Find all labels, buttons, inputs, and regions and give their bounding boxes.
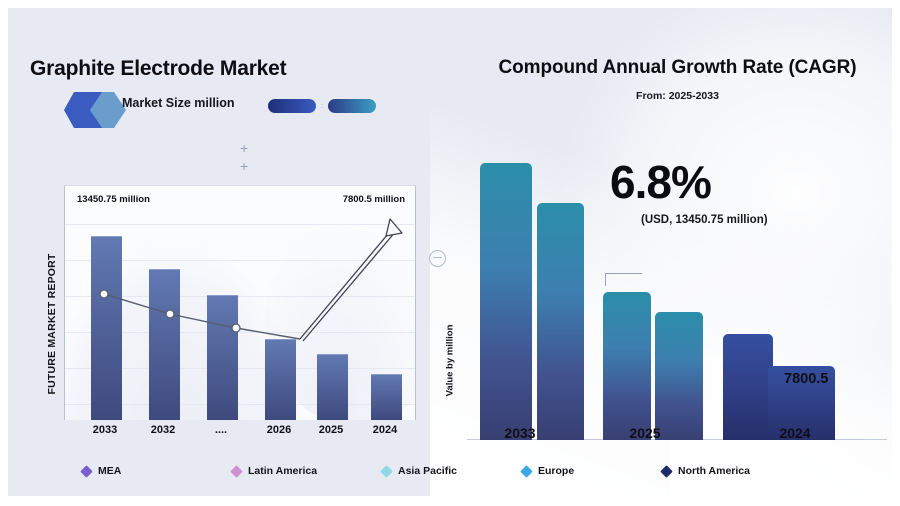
gridline bbox=[65, 260, 415, 261]
y-axis-right-label: Value by million bbox=[444, 324, 456, 397]
circle-minus-icon[interactable] bbox=[429, 250, 446, 267]
gridline bbox=[65, 404, 415, 405]
market-size-caption: Market Size million bbox=[122, 96, 235, 110]
gridline bbox=[65, 368, 415, 369]
page-title: Graphite Electrode Market bbox=[30, 57, 287, 80]
legend-marker-icon bbox=[380, 464, 393, 478]
legend-item-europe[interactable]: Europe bbox=[520, 464, 662, 478]
right-panel: Compound Annual Growth Rate (CAGR) From:… bbox=[455, 0, 900, 506]
market-size-bar-chart: 13450.75 million 7800.5 million ☰ ▢ bbox=[64, 185, 416, 420]
hexagon-split-icon bbox=[64, 90, 130, 130]
legend-item-asia-pacific[interactable]: Asia Pacific bbox=[380, 464, 522, 478]
legend-item-latin-america[interactable]: Latin America bbox=[230, 464, 382, 478]
pill-swatch-secondary bbox=[327, 99, 376, 113]
cagr-subtitle: From: 2025-2033 bbox=[636, 90, 719, 102]
table-row bbox=[480, 163, 532, 440]
table-row bbox=[91, 236, 122, 420]
plus-icon-1: + bbox=[240, 140, 249, 156]
x-tick-label: 2026 bbox=[266, 424, 292, 436]
x-tick-label: .... bbox=[214, 424, 228, 436]
x-axis-labels: 2033 2032 .... 2026 2025 2024 bbox=[64, 424, 414, 444]
cagr-title: Compound Annual Growth Rate (CAGR) bbox=[498, 57, 857, 78]
legend-marker-icon bbox=[80, 464, 93, 478]
gradient-pill-group: : bbox=[268, 99, 376, 113]
growth-arrow bbox=[299, 218, 403, 342]
legend-marker-icon bbox=[230, 464, 243, 478]
legend-item-mea[interactable]: MEA bbox=[80, 464, 232, 478]
trend-line-overlay bbox=[99, 218, 403, 342]
cagr-x-axis-labels: 2033 2025 2024 bbox=[455, 425, 900, 449]
table-row bbox=[149, 269, 180, 420]
legend-label: MEA bbox=[98, 465, 122, 477]
legend-label: Europe bbox=[538, 465, 575, 477]
x-tick-label: 2033 bbox=[92, 424, 118, 436]
x-tick-label: 2025 bbox=[629, 425, 661, 441]
x-tick-label: 2024 bbox=[372, 424, 398, 436]
y-axis-left-label: FUTURE MARKET REPORT bbox=[46, 253, 58, 395]
table-row bbox=[655, 312, 703, 440]
legend-item-north-america[interactable]: North America bbox=[660, 464, 750, 478]
pill-swatch-primary bbox=[268, 99, 316, 113]
gridline bbox=[65, 332, 415, 333]
cagr-note: (USD, 13450.75 million) bbox=[641, 214, 768, 226]
x-tick-label: 2025 bbox=[318, 424, 344, 436]
x-tick-label: 2033 bbox=[504, 425, 536, 441]
x-tick-label: 2032 bbox=[150, 424, 176, 436]
chart-annotation-min: 7800.5 million bbox=[342, 194, 405, 205]
cagr-value: 6.8% bbox=[610, 156, 712, 208]
chart-legend: MEA Latin America Asia Pacific Europe No… bbox=[80, 464, 802, 478]
legend-label: Asia Pacific bbox=[398, 465, 457, 477]
gridline bbox=[65, 296, 415, 297]
table-row bbox=[537, 203, 584, 440]
plus-icon-2: + bbox=[240, 158, 249, 174]
table-row bbox=[371, 374, 402, 420]
data-label-2024: 7800.5 bbox=[784, 371, 829, 387]
table-row bbox=[207, 295, 238, 420]
left-panel: Graphite Electrode Market Market Size mi… bbox=[30, 57, 456, 444]
legend-marker-icon bbox=[660, 464, 673, 478]
chart-annotation-max: 13450.75 million bbox=[77, 194, 150, 205]
table-row bbox=[603, 292, 651, 440]
legend-marker-icon bbox=[520, 464, 533, 478]
legend-label: North America bbox=[678, 465, 750, 477]
gridline bbox=[65, 224, 415, 225]
table-row bbox=[265, 339, 296, 420]
legend-label: Latin America bbox=[248, 465, 318, 477]
x-tick-label: 2024 bbox=[779, 425, 811, 441]
pill-separator: : bbox=[321, 102, 323, 110]
table-row bbox=[317, 354, 348, 420]
